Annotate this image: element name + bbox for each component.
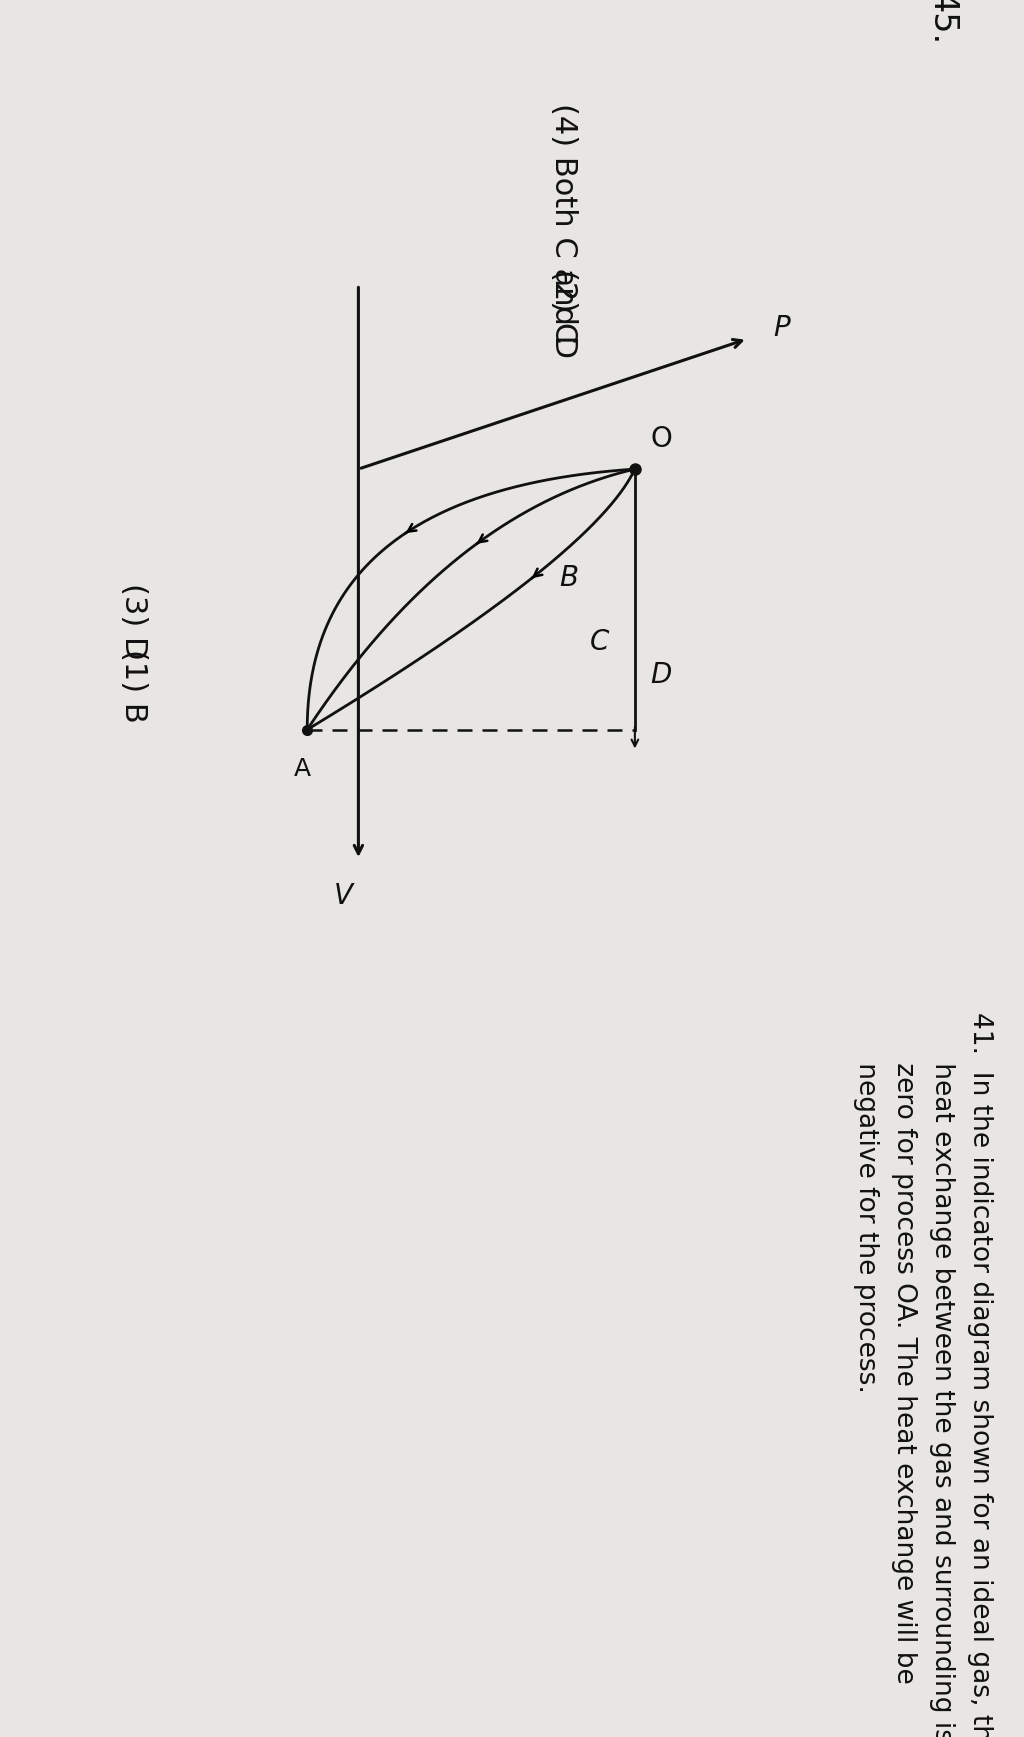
Text: 45.: 45. bbox=[926, 0, 958, 45]
Text: (3) D: (3) D bbox=[119, 584, 147, 660]
Text: A: A bbox=[294, 757, 310, 780]
Text: C: C bbox=[590, 627, 609, 655]
Text: B: B bbox=[559, 563, 579, 592]
Text: 41.  In the indicator diagram shown for an ideal gas, the
      heat exchange be: 41. In the indicator diagram shown for a… bbox=[853, 1013, 993, 1737]
Text: V: V bbox=[334, 882, 352, 910]
Text: (4) Both C and D: (4) Both C and D bbox=[549, 102, 578, 358]
Text: (2) C: (2) C bbox=[549, 269, 578, 344]
Text: D: D bbox=[650, 662, 672, 690]
Text: P: P bbox=[773, 314, 790, 342]
Text: (1) B: (1) B bbox=[119, 650, 147, 723]
Text: O: O bbox=[650, 426, 672, 453]
